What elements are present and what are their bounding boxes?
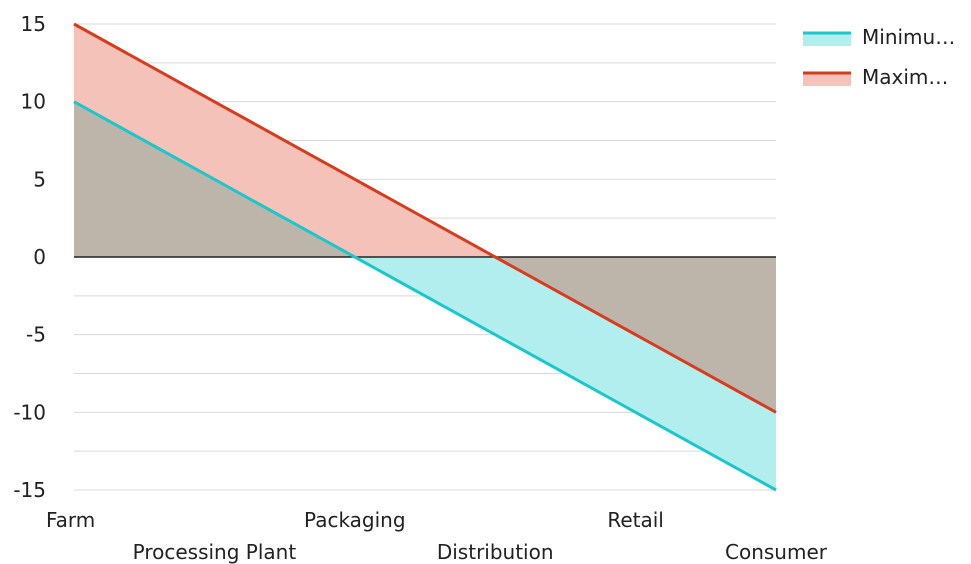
x-tick-label: Distribution [437, 540, 554, 564]
legend-swatch-fill [803, 72, 851, 86]
y-tick-label: -5 [26, 323, 46, 347]
y-tick-label: 5 [33, 167, 46, 191]
y-axis-ticks: 15 10 5 0 -5 -10 -15 [13, 12, 46, 502]
area-overlap-below [74, 257, 776, 413]
y-tick-label: 10 [21, 90, 46, 114]
x-tick-label: Retail [607, 508, 664, 532]
legend-label: Minimu… [862, 25, 955, 49]
series-line-1 [73, 22, 777, 414]
x-tick-label: Farm [46, 508, 95, 532]
x-tick-label: Packaging [304, 508, 406, 532]
legend-item[interactable]: Maxim… [803, 65, 948, 89]
legend-label: Maxim… [862, 65, 948, 89]
y-tick-label: 0 [33, 245, 46, 269]
series-lines [73, 22, 777, 492]
x-axis-ticks: Farm Processing Plant Packaging Distributio… [46, 508, 828, 564]
x-tick-label: Consumer [725, 540, 828, 564]
legend-swatch-fill [803, 32, 851, 46]
y-tick-label: 15 [21, 12, 46, 36]
series-line-0 [73, 100, 777, 492]
y-tick-label: -10 [13, 400, 46, 424]
y-tick-label: -15 [13, 478, 46, 502]
legend-item[interactable]: Minimu… [803, 25, 955, 49]
area-overlap-above [74, 101, 776, 257]
x-tick-label: Processing Plant [133, 540, 297, 564]
legend[interactable]: Minimu… Maxim… [803, 25, 955, 89]
